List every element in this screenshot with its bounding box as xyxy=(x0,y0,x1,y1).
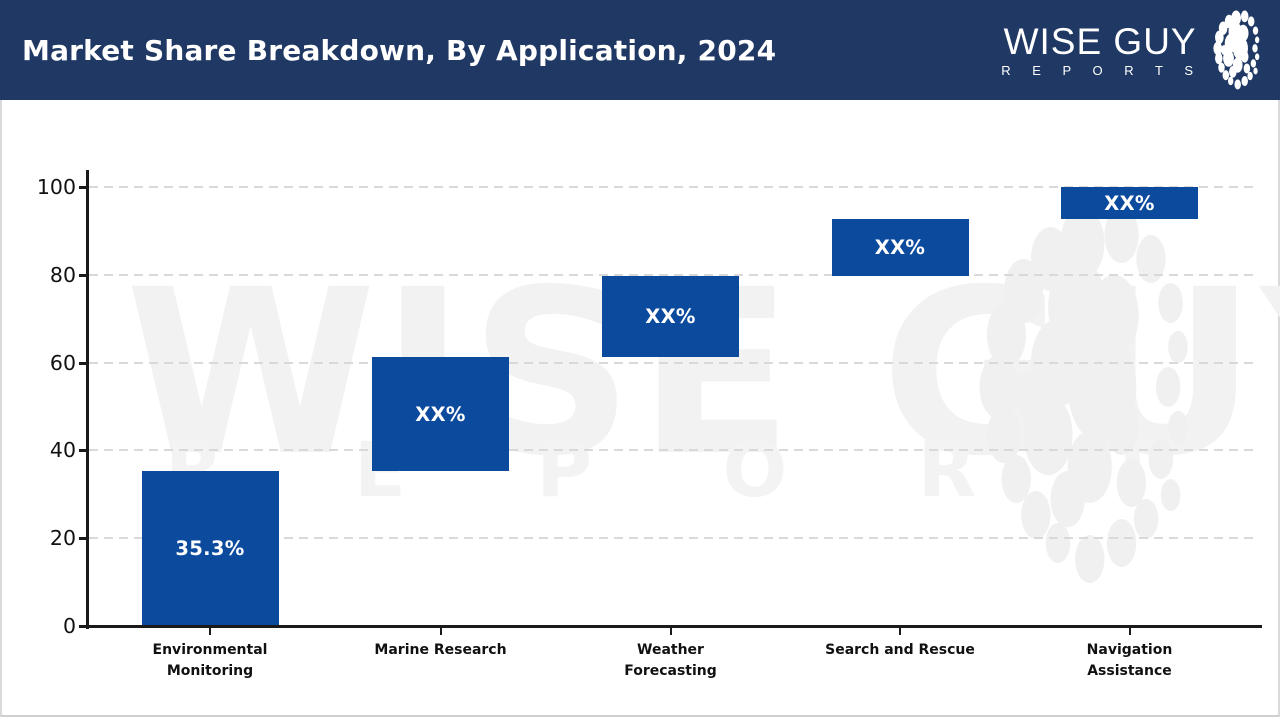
gridline-80 xyxy=(89,273,1255,276)
gridline-20 xyxy=(89,537,1255,540)
bar-value-label: 35.3% xyxy=(175,537,245,560)
x-axis-spine xyxy=(86,625,1262,628)
y-tick-mark xyxy=(79,449,86,453)
gridline-100 xyxy=(89,186,1255,188)
y-tick-label: 100 xyxy=(36,175,76,199)
y-tick-label: 40 xyxy=(49,438,76,463)
canvas-frame xyxy=(0,100,1280,717)
y-tick-label: 20 xyxy=(49,526,76,551)
brand-logo-text: WISE GUY R E P O R T S xyxy=(998,23,1202,77)
bar-marine-research: XX% xyxy=(372,357,509,472)
x-tick-mark xyxy=(439,628,442,635)
waterfall-chart: 0 20 40 60 80 100 35.3% Environmental Monitorin… xyxy=(0,100,1280,720)
x-axis-label-search-and-rescue: Search and Rescue xyxy=(825,642,975,658)
gridline-40 xyxy=(89,449,1255,452)
y-tick-label: 0 xyxy=(62,614,76,638)
brand-name: WISE GUY xyxy=(1003,21,1197,62)
y-tick-mark xyxy=(79,361,86,365)
y-axis-spine xyxy=(86,170,89,629)
x-axis-label-environmental-monitoring: Environmental Monitoring xyxy=(152,642,268,679)
x-axis-label-navigation-assistance: Navigation Assistance xyxy=(1086,642,1173,679)
y-tick-mark xyxy=(79,186,86,189)
chart-canvas: WISE GUY R E P O R T S 02040608010035.3%… xyxy=(0,100,1280,720)
x-tick-mark xyxy=(899,628,901,635)
bar-value-label: XX% xyxy=(1104,191,1155,215)
x-axis-label-marine-research: Marine Research xyxy=(374,642,507,658)
brand-logo: WISE GUY R E P O R T S xyxy=(998,8,1262,92)
bar-weather-forecasting: XX% xyxy=(602,275,739,358)
bar-environmental-monitoring: 35.3% xyxy=(141,471,279,626)
x-tick-mark xyxy=(1128,628,1131,635)
y-tick-label: 80 xyxy=(49,262,76,287)
page-title: Market Share Breakdown, By Application, … xyxy=(22,33,777,67)
bar-search-and-rescue: XX% xyxy=(831,219,969,276)
x-axis-label-weather-forecasting: Weather Forecasting xyxy=(624,642,717,679)
x-tick-mark xyxy=(209,628,211,635)
gridline-60 xyxy=(89,361,1255,364)
bar-value-label: XX% xyxy=(874,236,926,260)
y-tick-mark xyxy=(79,625,86,628)
header-bar: Market Share Breakdown, By Application, … xyxy=(0,0,1280,100)
y-tick-mark xyxy=(79,273,86,277)
y-tick-label: 60 xyxy=(49,350,76,375)
bar-navigation-assistance: XX% xyxy=(1061,187,1198,220)
x-tick-mark xyxy=(669,628,672,635)
wiseguy-head-icon xyxy=(1208,8,1262,92)
brand-subtitle: R E P O R T S xyxy=(1001,63,1202,78)
bar-value-label: XX% xyxy=(415,402,466,426)
bar-value-label: XX% xyxy=(645,304,696,328)
y-tick-mark xyxy=(79,537,86,541)
